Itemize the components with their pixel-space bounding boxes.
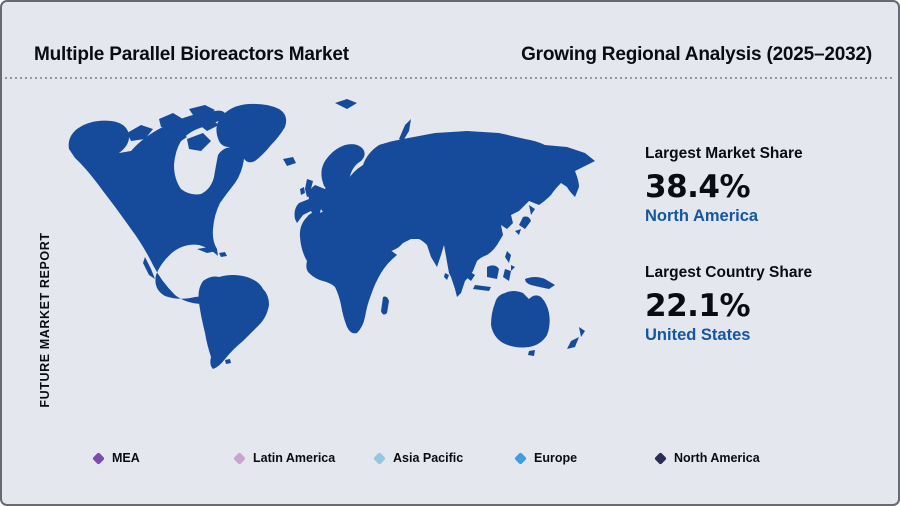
map-new-guinea (525, 277, 555, 289)
map-novaya-zemlya (335, 99, 411, 141)
legend-item-latin-america: Latin America (233, 449, 336, 467)
map-falklands (225, 359, 231, 364)
legend-label: Europe (534, 451, 578, 465)
header: Multiple Parallel Bioreactors Market Gro… (2, 42, 898, 68)
legend-label: Asia Pacific (393, 451, 464, 465)
world-map (67, 97, 597, 369)
map-japan (515, 205, 535, 235)
legend-dot-icon (514, 451, 527, 465)
map-eurasia (294, 131, 595, 297)
page-title-right: Growing Regional Analysis (2025–2032) (521, 44, 872, 65)
legend-label: MEA (112, 451, 140, 465)
map-sri-lanka (444, 273, 449, 280)
legend-dot-icon (654, 451, 667, 465)
map-baja (143, 257, 155, 279)
stat-region: United States (645, 326, 751, 344)
map-philippines (505, 251, 515, 271)
legend-label: Latin America (253, 451, 336, 465)
map-greenland (216, 103, 287, 163)
world-map-svg (68, 99, 595, 369)
legend-dot-icon (373, 451, 386, 465)
stat-region: North America (645, 207, 759, 225)
map-new-zealand (567, 327, 585, 349)
page-title-left: Multiple Parallel Bioreactors Market (34, 44, 349, 65)
legend-item-europe: Europe (514, 449, 578, 467)
map-caribbean (197, 247, 227, 257)
map-north-america (68, 110, 245, 310)
map-south-america (198, 275, 269, 369)
stat-country-share: Largest Country Share 22.1% United State… (645, 263, 890, 346)
legend-label: North America (674, 451, 760, 465)
legend-item-mea: MEA (92, 449, 140, 467)
legend-item-asia-pacific: Asia Pacific (373, 449, 464, 467)
stat-market-share: Largest Market Share 38.4% North America (645, 144, 890, 227)
map-iceland (283, 157, 296, 166)
legend-dot-icon (233, 451, 246, 465)
map-australia (491, 291, 550, 348)
brand-watermark: FUTURE MARKET REPORT (38, 232, 52, 408)
legend-item-north-america: North America (654, 449, 760, 467)
map-africa (299, 211, 397, 334)
stat-value: 22.1% (645, 288, 751, 324)
map-indonesia (461, 265, 511, 291)
map-arctic-islands (127, 105, 219, 151)
stat-label: Largest Country Share (645, 264, 813, 281)
map-madagascar (381, 296, 389, 315)
dotted-separator (5, 77, 895, 79)
map-scandinavia (321, 144, 365, 191)
map-tasmania (528, 350, 535, 356)
stat-value: 38.4% (645, 169, 751, 205)
legend-dot-icon (92, 451, 105, 465)
stat-label: Largest Market Share (645, 145, 803, 162)
stats-panel: Largest Market Share 38.4% North America… (645, 144, 890, 382)
